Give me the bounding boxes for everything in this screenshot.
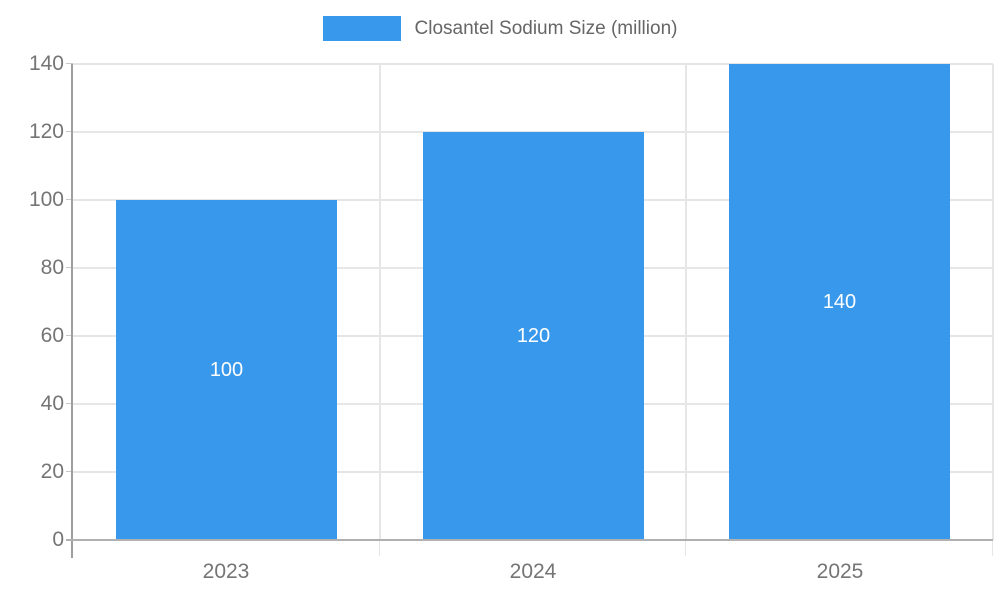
bar-value-label: 120 — [516, 325, 551, 347]
legend-swatch — [322, 16, 401, 41]
y-axis-tick — [66, 131, 73, 132]
y-axis-tick — [66, 335, 73, 336]
bar-value-label: 140 — [822, 291, 857, 313]
y-axis-tick-label: 60 — [40, 324, 64, 347]
gridline-vertical — [992, 64, 994, 540]
y-axis-tick-label: 120 — [28, 120, 64, 143]
y-axis-tick-label: 20 — [40, 460, 64, 483]
x-axis-tick — [685, 540, 687, 556]
y-axis-tick-label: 0 — [52, 528, 64, 551]
y-axis-tick — [66, 403, 73, 404]
bar-2023[interactable] — [116, 200, 337, 539]
bar-value-label: 100 — [209, 359, 244, 381]
y-axis-tick — [66, 199, 73, 200]
y-axis-tick — [66, 267, 73, 268]
y-axis-tick-label: 80 — [40, 256, 64, 279]
x-axis-tick-label: 2024 — [509, 560, 557, 583]
y-axis-line — [71, 64, 73, 558]
bar-2024[interactable] — [423, 132, 644, 539]
x-axis-tick — [992, 540, 993, 556]
y-axis-tick — [66, 63, 73, 64]
x-axis-tick-label: 2023 — [202, 560, 250, 583]
legend-label: Closantel Sodium Size (million) — [414, 17, 678, 39]
y-axis-tick — [66, 471, 73, 472]
y-axis-tick-label: 100 — [28, 188, 64, 211]
x-axis-tick — [378, 540, 380, 556]
gridline-vertical — [685, 64, 688, 540]
bar-2025[interactable] — [729, 64, 950, 539]
legend-item[interactable]: Closantel Sodium Size (million) — [0, 16, 1000, 41]
gridline-vertical — [378, 64, 381, 540]
gridline-horizontal — [73, 63, 993, 65]
y-axis-tick-label: 140 — [28, 52, 64, 75]
x-axis-line — [66, 539, 993, 541]
x-axis-tick-label: 2025 — [816, 560, 864, 583]
y-axis-tick-label: 40 — [40, 392, 64, 415]
